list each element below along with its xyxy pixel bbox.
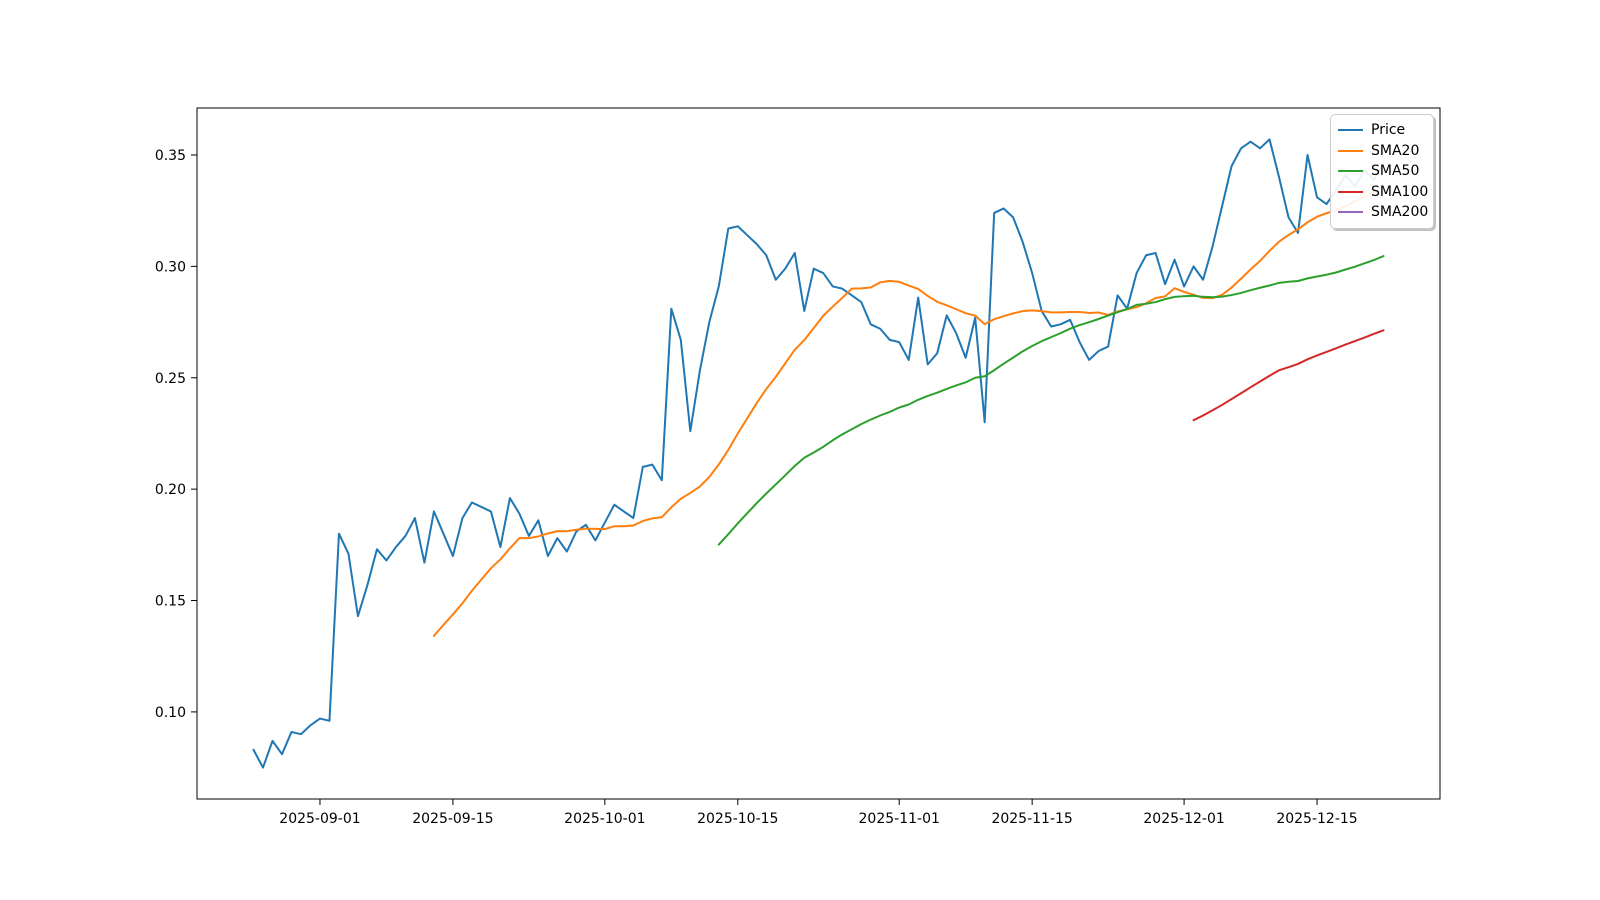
series-lines bbox=[252, 138, 1385, 769]
x-tick-label: 2025-12-01 bbox=[1143, 811, 1224, 827]
legend-line-swatch bbox=[1338, 149, 1363, 152]
legend-label: SMA20 bbox=[1371, 142, 1420, 159]
legend: Price SMA20 SMA50 SMA100 SMA200 bbox=[1330, 114, 1434, 229]
legend-line-swatch bbox=[1338, 129, 1363, 132]
x-tick-label: 2025-09-01 bbox=[279, 811, 360, 827]
legend-label: SMA200 bbox=[1371, 204, 1429, 221]
plot-frame bbox=[196, 107, 1441, 800]
legend-entry-sma20: SMA20 bbox=[1338, 141, 1425, 162]
y-tick-label: 0.25 bbox=[155, 371, 186, 387]
plot-spines bbox=[196, 107, 1441, 800]
legend-label: Price bbox=[1371, 122, 1406, 139]
x-tick-label: 2025-11-01 bbox=[859, 811, 940, 827]
legend-line-swatch bbox=[1338, 190, 1363, 193]
sma50-line bbox=[717, 255, 1385, 546]
sma20-line bbox=[432, 185, 1385, 637]
legend-line-swatch bbox=[1338, 211, 1363, 214]
x-tick-label: 2025-12-15 bbox=[1276, 811, 1357, 827]
legend-entry-sma100: SMA100 bbox=[1338, 182, 1429, 203]
y-tick-label: 0.35 bbox=[155, 148, 186, 164]
legend-label: SMA50 bbox=[1371, 163, 1420, 180]
y-tick-label: 0.10 bbox=[155, 705, 186, 721]
y-tick-label: 0.20 bbox=[155, 482, 186, 498]
y-tick-label: 0.15 bbox=[155, 594, 186, 610]
x-tick-label: 2025-10-15 bbox=[697, 811, 778, 827]
x-axis: 2025-09-01 2025-09-15 2025-10-01 2025-10-15… bbox=[279, 799, 1358, 827]
y-tick-label: 0.30 bbox=[155, 259, 186, 275]
legend-entry-sma50: SMA50 bbox=[1338, 161, 1425, 182]
legend-line-swatch bbox=[1338, 170, 1363, 173]
legend-entry-price: Price bbox=[1338, 120, 1425, 141]
y-axis: 0.10 0.15 0.20 0.25 0.30 0.35 bbox=[155, 148, 197, 721]
sma100-line bbox=[1192, 329, 1385, 422]
price-line bbox=[252, 138, 1385, 769]
legend-label: SMA100 bbox=[1371, 183, 1429, 200]
x-tick-label: 2025-11-15 bbox=[991, 811, 1072, 827]
legend-entry-sma200: SMA200 bbox=[1338, 202, 1429, 223]
x-tick-label: 2025-09-15 bbox=[412, 811, 493, 827]
x-tick-label: 2025-10-01 bbox=[564, 811, 645, 827]
